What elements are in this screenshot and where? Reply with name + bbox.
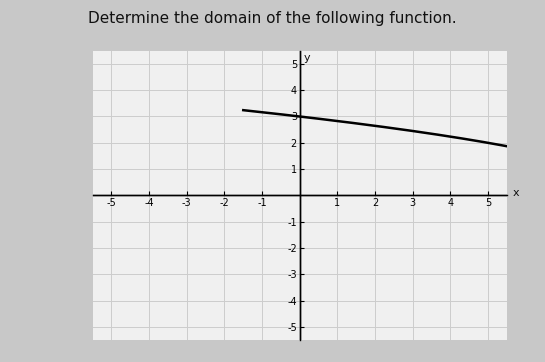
- Text: y: y: [304, 53, 310, 63]
- Text: x: x: [512, 188, 519, 198]
- Text: Determine the domain of the following function.: Determine the domain of the following fu…: [88, 11, 457, 26]
